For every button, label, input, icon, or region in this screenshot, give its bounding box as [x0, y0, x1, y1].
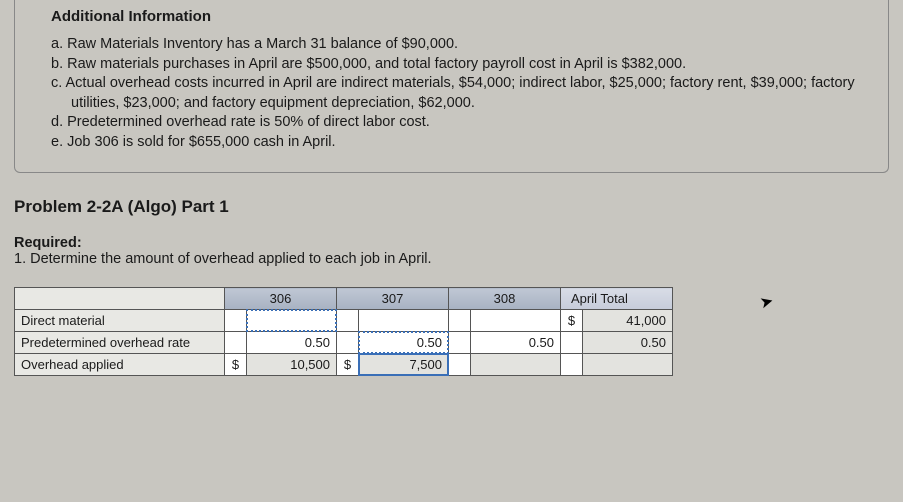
dm-308-cur[interactable]	[449, 310, 471, 332]
dm-306-cur[interactable]	[225, 310, 247, 332]
info-item-a: a. Raw Materials Inventory has a March 3…	[51, 35, 868, 55]
oh-308-val[interactable]	[471, 354, 561, 376]
col-308: 308	[449, 288, 561, 310]
por-307-val[interactable]: 0.50	[359, 332, 449, 354]
oh-307-val[interactable]: 7,500	[359, 354, 449, 376]
info-list: a. Raw Materials Inventory has a March 3…	[51, 35, 868, 152]
por-april-cur[interactable]	[561, 332, 583, 354]
row-direct-material: Direct material $ 41,000	[15, 310, 673, 332]
por-april-val[interactable]: 0.50	[583, 332, 673, 354]
por-307-cur[interactable]	[337, 332, 359, 354]
dm-label: Direct material	[15, 310, 225, 332]
oh-306-val[interactable]: 10,500	[247, 354, 337, 376]
por-306-cur[interactable]	[225, 332, 247, 354]
dm-307-cur[interactable]	[337, 310, 359, 332]
info-item-b: b. Raw materials purchases in April are …	[51, 55, 868, 75]
por-label: Predetermined overhead rate	[15, 332, 225, 354]
dm-307-val[interactable]	[359, 310, 449, 332]
dm-april-cur[interactable]: $	[561, 310, 583, 332]
required-label: Required:	[14, 235, 903, 251]
info-item-c: c. Actual overhead costs incurred in Apr…	[51, 74, 868, 113]
info-item-e: e. Job 306 is sold for $655,000 cash in …	[51, 133, 868, 153]
oh-april-val[interactable]	[583, 354, 673, 376]
col-307: 307	[337, 288, 449, 310]
por-308-val[interactable]: 0.50	[471, 332, 561, 354]
oh-april-cur[interactable]	[561, 354, 583, 376]
dm-april-val[interactable]: 41,000	[583, 310, 673, 332]
table-header-row: 306 307 308 April Total	[15, 288, 673, 310]
oh-306-cur[interactable]: $	[225, 354, 247, 376]
info-item-d: d. Predetermined overhead rate is 50% of…	[51, 113, 868, 133]
row-overhead-applied: Overhead applied $ 10,500 $ 7,500	[15, 354, 673, 376]
additional-info-box: Additional Information a. Raw Materials …	[14, 0, 889, 173]
dm-306-val[interactable]	[247, 310, 337, 332]
overhead-table[interactable]: 306 307 308 April Total Direct material …	[14, 287, 673, 376]
header-spacer	[15, 288, 225, 310]
por-308-cur[interactable]	[449, 332, 471, 354]
col-april-total: April Total	[561, 288, 673, 310]
oh-label: Overhead applied	[15, 354, 225, 376]
info-heading: Additional Information	[51, 8, 868, 25]
col-306: 306	[225, 288, 337, 310]
por-306-val[interactable]: 0.50	[247, 332, 337, 354]
required-block: Required: 1. Determine the amount of ove…	[14, 235, 903, 267]
dm-308-val[interactable]	[471, 310, 561, 332]
oh-307-cur[interactable]: $	[337, 354, 359, 376]
problem-title: Problem 2-2A (Algo) Part 1	[14, 197, 903, 217]
row-predetermined-overhead-rate: Predetermined overhead rate 0.50 0.50 0.…	[15, 332, 673, 354]
required-text: 1. Determine the amount of overhead appl…	[14, 251, 903, 267]
oh-308-cur[interactable]	[449, 354, 471, 376]
